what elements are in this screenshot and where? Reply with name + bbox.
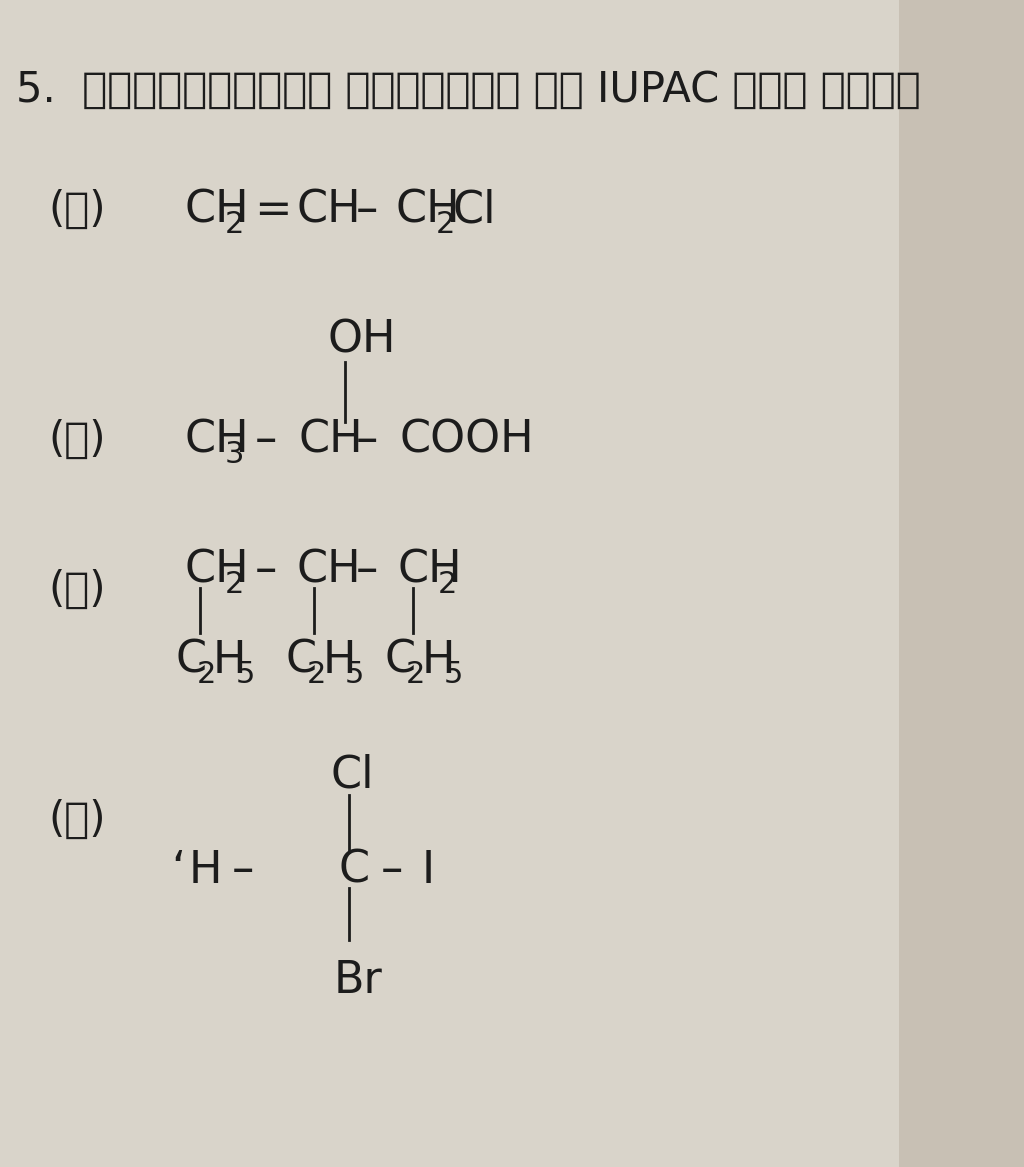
Text: 5: 5 [236, 659, 255, 689]
Text: H: H [188, 848, 222, 892]
Text: (ख): (ख) [48, 419, 105, 461]
Text: –: – [218, 848, 268, 892]
Text: –: – [342, 189, 393, 231]
Text: –: – [342, 548, 393, 592]
Text: Cl: Cl [452, 189, 496, 231]
Text: Cl: Cl [330, 754, 374, 797]
Text: C: C [384, 638, 416, 682]
Text: 2: 2 [306, 659, 326, 689]
Text: 3: 3 [224, 440, 245, 468]
Text: =: = [242, 189, 307, 231]
Text: –: – [242, 419, 292, 461]
Text: (घ): (घ) [48, 799, 105, 841]
Text: 2: 2 [224, 569, 244, 599]
Text: C: C [286, 638, 316, 682]
Text: 2: 2 [435, 210, 455, 238]
Text: COOH: COOH [399, 419, 535, 461]
Text: –: – [242, 548, 292, 592]
Text: CH: CH [397, 548, 462, 592]
Text: 5: 5 [444, 659, 464, 689]
Text: C: C [175, 638, 207, 682]
Text: OH: OH [328, 319, 396, 362]
Text: CH: CH [395, 189, 460, 231]
Text: –: – [367, 848, 418, 892]
Text: ‘: ‘ [171, 848, 185, 892]
Text: 5.  निम्नलिखित यौगिकों के IUPAC नाम लिखि: 5. निम्नलिखित यौगिकों के IUPAC नाम लिखि [15, 69, 921, 111]
Text: CH: CH [184, 189, 249, 231]
Text: 2: 2 [438, 569, 458, 599]
Text: –: – [342, 419, 393, 461]
Text: 5: 5 [345, 659, 365, 689]
Text: H: H [323, 638, 355, 682]
Text: 2: 2 [197, 659, 216, 689]
Text: H: H [212, 638, 246, 682]
Text: CH: CH [298, 419, 364, 461]
Text: CH: CH [184, 419, 249, 461]
Text: H: H [421, 638, 455, 682]
Text: CH: CH [297, 548, 361, 592]
Text: 2: 2 [406, 659, 425, 689]
Text: CH: CH [184, 548, 249, 592]
Text: I: I [421, 848, 434, 892]
Text: Br: Br [334, 958, 382, 1001]
Text: C: C [339, 848, 370, 892]
Text: (ग): (ग) [48, 569, 105, 612]
Text: CH: CH [297, 189, 361, 231]
Text: 2: 2 [224, 210, 244, 238]
Text: (क): (क) [48, 189, 105, 231]
